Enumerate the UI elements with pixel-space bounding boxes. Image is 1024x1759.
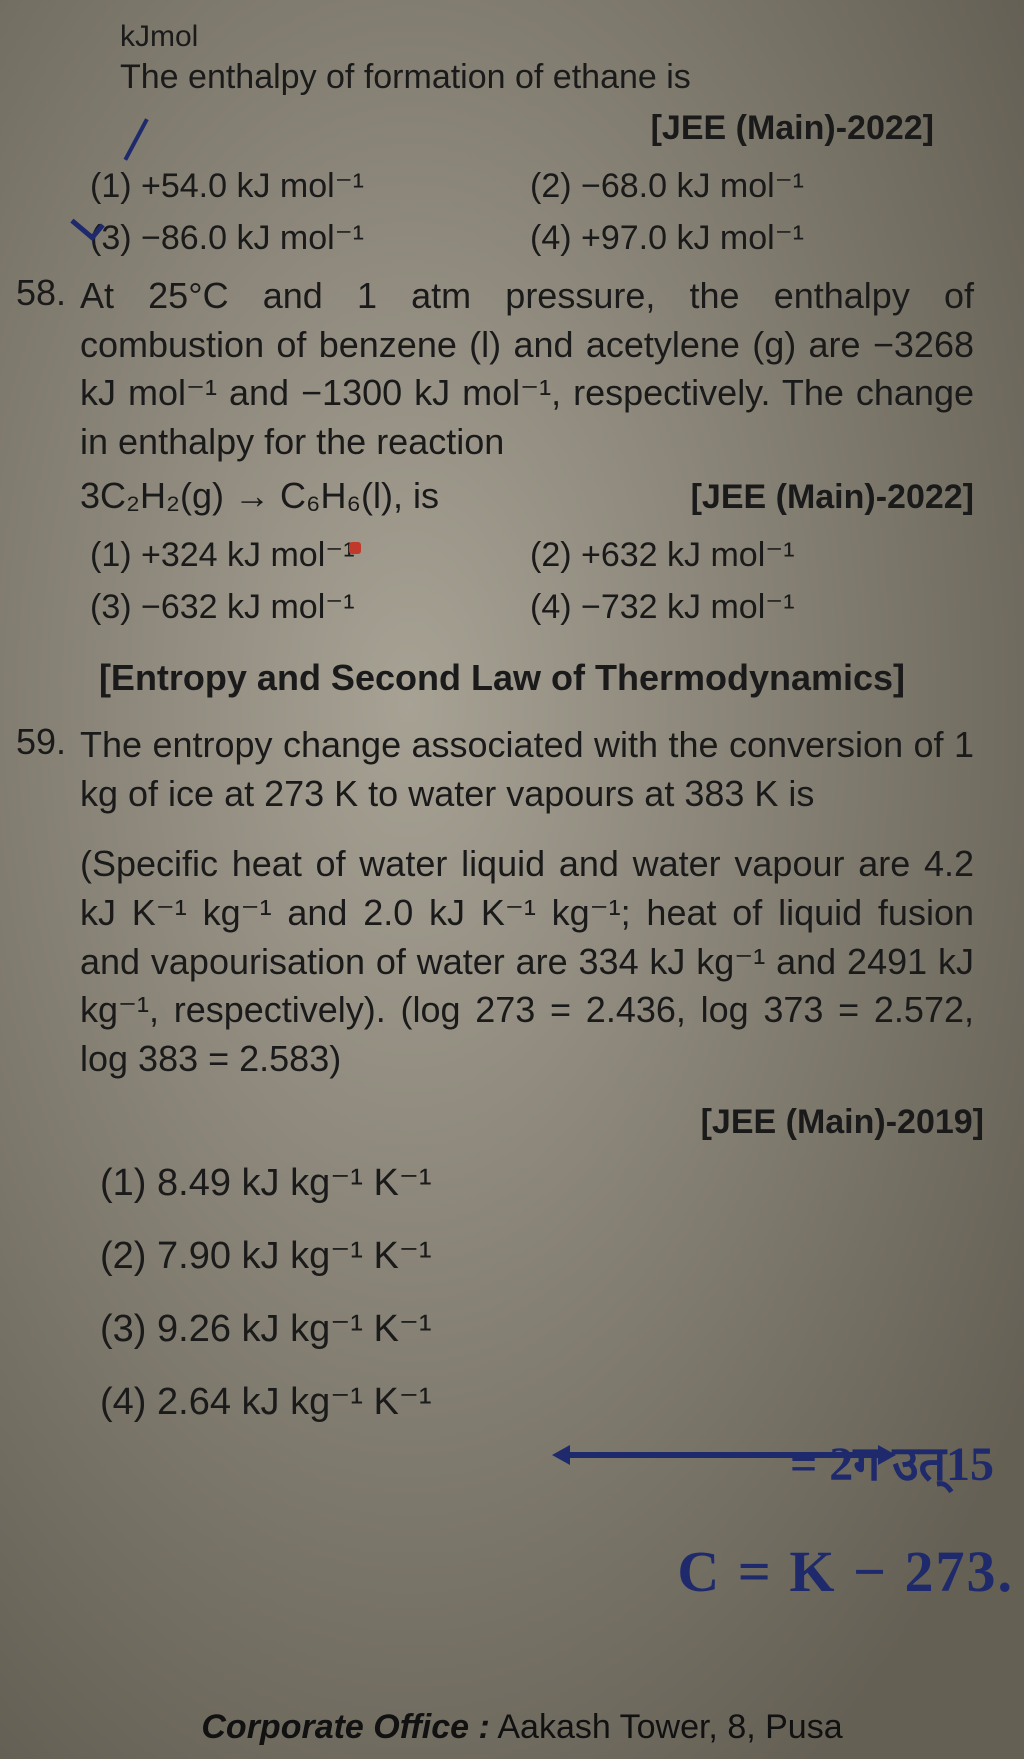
q59-number: 59. — [10, 721, 80, 1083]
opt-58-1: (1) +324 kJ mol⁻¹ — [90, 535, 530, 575]
q58-source: [JEE (Main)-2022] — [691, 475, 974, 521]
opt-59-3: (3) 9.26 kJ kg⁻¹ K⁻¹ — [100, 1306, 994, 1351]
opt-59-4: (4) 2.64 kJ kg⁻¹ K⁻¹ — [100, 1379, 994, 1424]
q58-number: 58. — [10, 272, 80, 521]
pen-tick-mark — [72, 200, 122, 234]
opt-57-2: (2) −68.0 kJ mol⁻¹ — [530, 166, 804, 206]
q58-reaction: 3C₂H₂(g) → C₆H₆(l), is — [80, 472, 691, 521]
question-intro: The enthalpy of formation of ethane is — [120, 58, 994, 97]
footer: Corporate Office : Aakash Tower, 8, Pusa — [10, 1708, 1024, 1747]
opt-58-4: (4) −732 kJ mol⁻¹ — [530, 587, 795, 627]
opt-59-2: (2) 7.90 kJ kg⁻¹ K⁻¹ — [100, 1233, 994, 1278]
section-header: [Entropy and Second Law of Thermodynamic… — [10, 657, 994, 699]
opt-59-1: (1) 8.49 kJ kg⁻¹ K⁻¹ — [100, 1160, 994, 1205]
footer-value: Aakash Tower, 8, Pusa — [490, 1708, 843, 1746]
opt-57-3: (3) −86.0 kJ mol⁻¹ — [90, 218, 530, 258]
opt-57-4: (4) +97.0 kJ mol⁻¹ — [530, 218, 804, 258]
q59-source: [JEE (Main)-2019] — [10, 1103, 984, 1142]
handwriting-line2: C = K − 273. — [677, 1538, 1014, 1605]
footer-label: Corporate Office : — [201, 1708, 489, 1746]
opt-58-2: (2) +632 kJ mol⁻¹ — [530, 535, 795, 575]
q59-text2: (Specific heat of water liquid and water… — [80, 840, 974, 1083]
opt-58-3: (3) −632 kJ mol⁻¹ — [90, 587, 530, 627]
q59-text1: The entropy change associated with the c… — [80, 721, 974, 818]
unit-fragment: kJmol — [120, 20, 994, 54]
pen-arrow-strike — [564, 1452, 884, 1458]
q58-text: At 25°C and 1 atm pressure, the enthalpy… — [80, 275, 974, 462]
red-mark-icon — [349, 542, 361, 554]
